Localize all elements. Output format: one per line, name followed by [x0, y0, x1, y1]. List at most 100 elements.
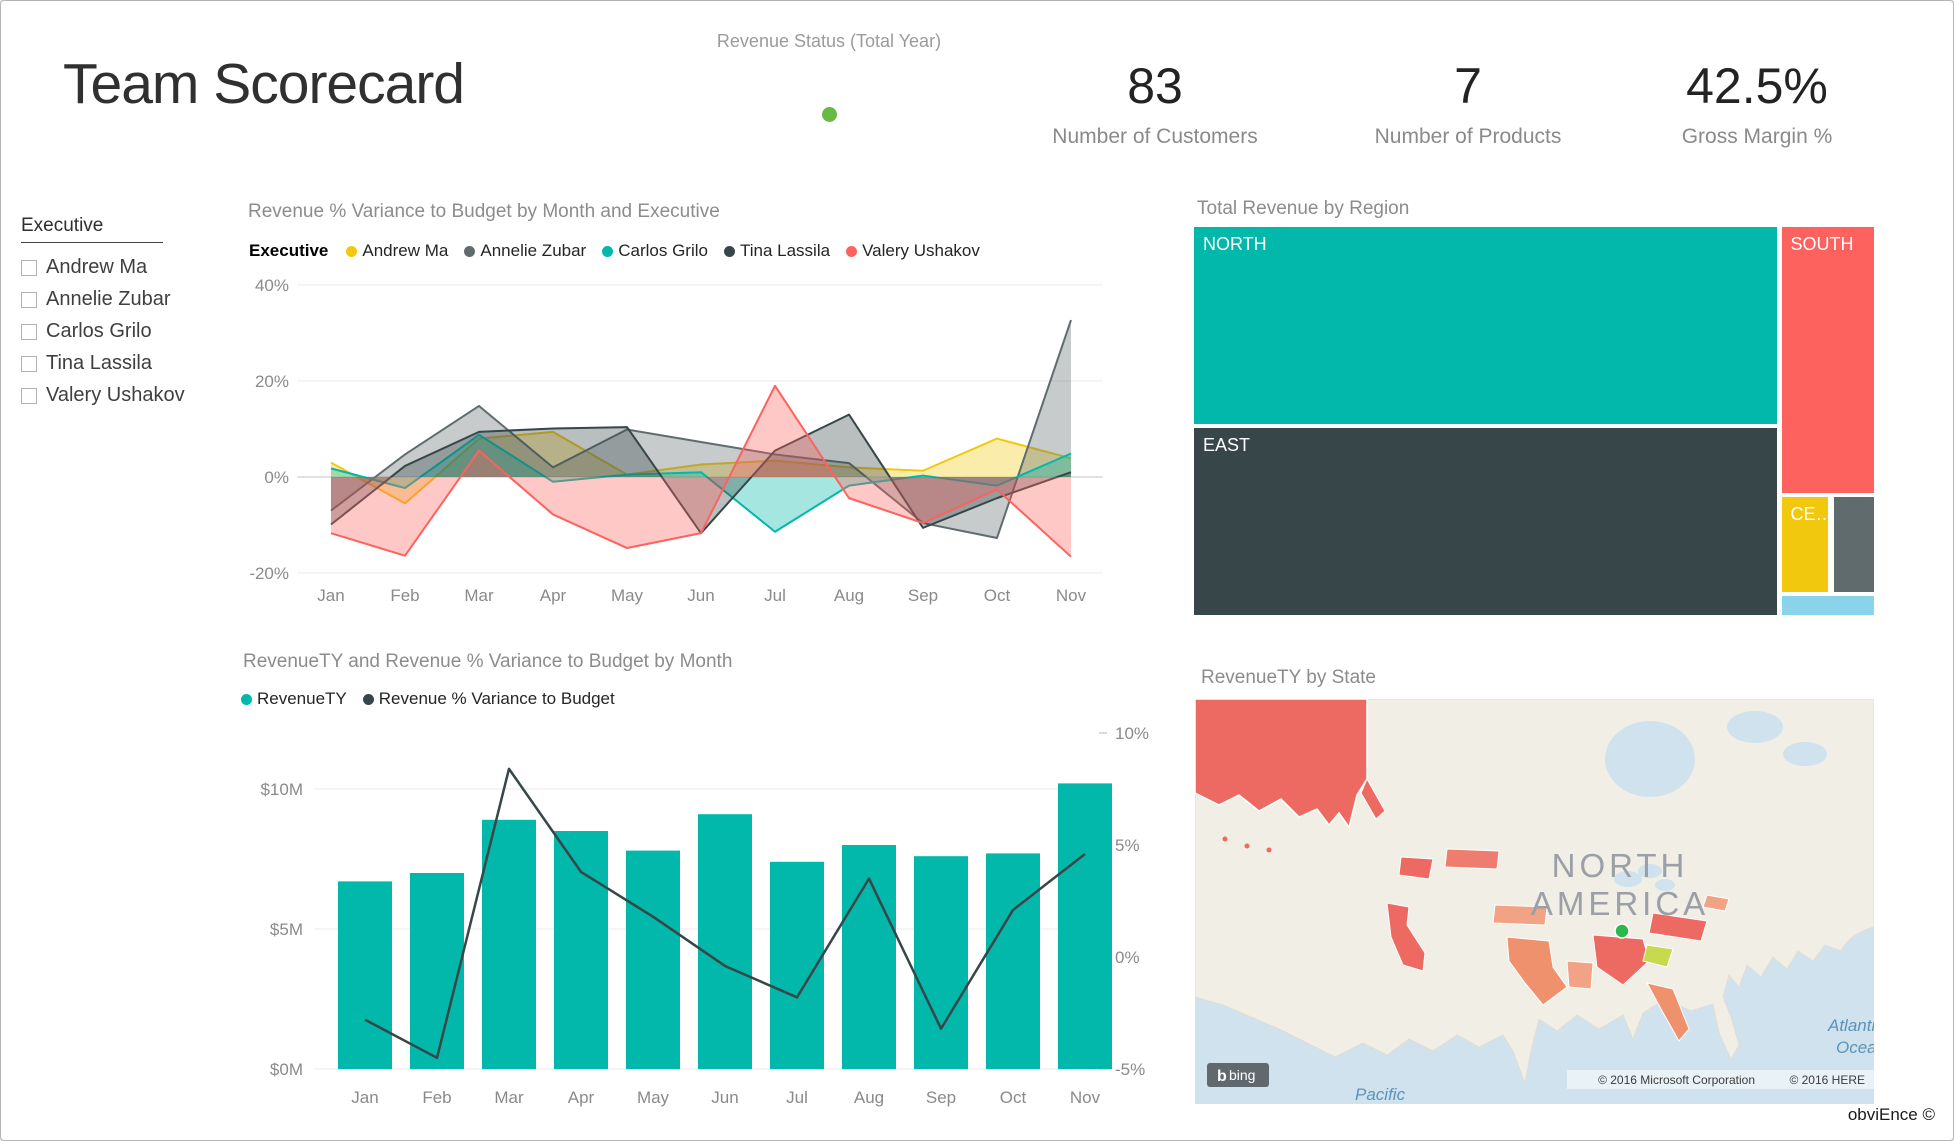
variance-line-andrew-ma[interactable] [330, 430, 1072, 505]
variance-line-annelie-zubar[interactable] [330, 319, 1072, 539]
checkbox-icon[interactable] [21, 259, 37, 276]
svg-text:Apr: Apr [568, 1088, 595, 1107]
treemap-node-small-5[interactable] [1781, 595, 1874, 615]
slicer-item-label: Tina Lassila [46, 352, 152, 374]
revenue-bar-apr[interactable] [554, 831, 608, 1069]
map-state-southeast[interactable] [1592, 934, 1650, 986]
map-state-washington[interactable] [1398, 856, 1434, 880]
revenue-bars[interactable] [338, 783, 1112, 1069]
legend-item-label: Andrew Ma [362, 241, 449, 260]
map-state-california[interactable] [1386, 902, 1426, 972]
state-map[interactable]: NORTH AMERICA Atlantic Ocean Pacific b b… [1195, 699, 1874, 1104]
slicer-item-label: Andrew Ma [46, 256, 148, 278]
map-copyright-here: © 2016 HERE [1789, 1073, 1865, 1087]
region-treemap: NORTH EAST SOUTH CE… [1194, 227, 1874, 615]
svg-text:10%: 10% [1115, 724, 1149, 743]
variance-line-valery-ushakov[interactable] [330, 384, 1072, 558]
revenue-bar-mar[interactable] [482, 819, 536, 1069]
map-water-channel [1727, 711, 1783, 743]
map-label-atlantic-2: Ocean [1836, 1038, 1874, 1057]
map-label-pacific: Pacific [1355, 1085, 1406, 1104]
slicer-item-valery-ushakov[interactable]: Valery Ushakov [21, 384, 231, 407]
legend-color-dot [602, 245, 614, 257]
map-point-green[interactable] [1614, 923, 1630, 939]
map-state-florida[interactable] [1646, 982, 1690, 1042]
legend-item-label: Carlos Grilo [618, 241, 708, 260]
slicer-item-tina-lassila[interactable]: Tina Lassila [21, 352, 231, 375]
legend-color-dot [464, 245, 476, 257]
slicer-item-andrew-ma[interactable]: Andrew Ma [21, 256, 231, 279]
revenue-bar-jan[interactable] [338, 881, 392, 1069]
checkbox-icon[interactable] [21, 291, 37, 308]
revenue-bar-may[interactable] [626, 850, 680, 1069]
treemap-node-south[interactable]: SOUTH [1781, 227, 1874, 494]
treemap-node-small-4[interactable] [1833, 497, 1874, 592]
y-axis-grid: 40% 20% 0% -20% [249, 276, 1103, 583]
treemap-node-east[interactable]: EAST [1194, 427, 1778, 615]
revenue-bar-feb[interactable] [410, 873, 464, 1069]
revenue-bar-oct[interactable] [986, 853, 1040, 1069]
map-state-alaska-panhandle[interactable] [1360, 777, 1386, 820]
kpi-number-of-customers: 83 Number of Customers [995, 57, 1315, 149]
kpi-number-of-products: 7 Number of Products [1308, 57, 1628, 149]
slicer-item-carlos-grilo[interactable]: Carlos Grilo [21, 320, 231, 343]
map-state-louisiana[interactable] [1566, 960, 1594, 990]
variance-area-andrew-ma[interactable] [331, 431, 1071, 504]
legend-item-label: Valery Ushakov [862, 241, 980, 260]
variance-line-carlos-grilo[interactable] [330, 433, 1072, 533]
legend-color-dot [362, 693, 374, 705]
svg-text:Feb: Feb [422, 1088, 451, 1107]
legend-item-variance-to-budget[interactable]: Revenue % Variance to Budget [362, 689, 615, 709]
legend-item-tina-lassila[interactable]: Tina Lassila [723, 241, 830, 261]
svg-text:Aug: Aug [854, 1088, 884, 1107]
map-state-montana[interactable] [1444, 848, 1500, 870]
svg-text:Sep: Sep [926, 1088, 956, 1107]
slicer-item-annelie-zubar[interactable]: Annelie Zubar [21, 288, 231, 311]
revenue-status-indicator [822, 107, 837, 122]
map-state-texas[interactable] [1506, 936, 1568, 1006]
map-state-alaska[interactable] [1195, 699, 1368, 829]
map-attribution-bg [1567, 1070, 1874, 1089]
checkbox-icon[interactable] [21, 355, 37, 372]
map-state-kansas[interactable] [1492, 904, 1548, 926]
executive-slicer: Executive Andrew Ma Annelie Zubar Carlos… [21, 215, 231, 416]
kpi-value: 83 [1127, 58, 1183, 114]
revenue-bar-jun[interactable] [698, 814, 752, 1069]
revenue-bar-sep[interactable] [914, 856, 968, 1069]
revenue-bar-nov[interactable] [1058, 783, 1112, 1069]
x-axis-labels: Jan Feb Mar Apr May Jun Jul Aug Sep Oct Nov [317, 586, 1086, 605]
map-state-carolina[interactable] [1642, 944, 1674, 968]
treemap-node-ce-[interactable]: CE… [1781, 497, 1834, 592]
svg-text:20%: 20% [255, 372, 289, 391]
variance-to-budget-line[interactable] [364, 767, 1086, 1060]
treemap-node-label: SOUTH [1790, 234, 1854, 254]
combo-chart[interactable]: $10M $5M $0M 10% 5% 0% -5% Jan Feb Mar Apr May Jun Ju… [245, 717, 1195, 1117]
map-great-lake [1638, 864, 1662, 878]
legend-item-label: Revenue % Variance to Budget [378, 689, 615, 708]
svg-text:Jun: Jun [687, 586, 714, 605]
revenue-bar-aug[interactable] [842, 845, 896, 1069]
checkbox-icon[interactable] [21, 387, 37, 404]
legend-item-revenuety[interactable]: RevenueTY [241, 689, 347, 709]
legend-item-valery-ushakov[interactable]: Valery Ushakov [846, 241, 980, 261]
treemap-node-north[interactable]: NORTH [1194, 227, 1778, 425]
map-copyright-microsoft: © 2016 Microsoft Corporation [1598, 1073, 1755, 1087]
checkbox-icon[interactable] [21, 323, 37, 340]
map-state-virginia[interactable] [1648, 912, 1708, 942]
legend-item-andrew-ma[interactable]: Andrew Ma [346, 241, 448, 261]
legend-item-carlos-grilo[interactable]: Carlos Grilo [602, 241, 708, 261]
map-state-northeast[interactable] [1702, 894, 1730, 912]
kpi-label: Gross Margin % [1681, 125, 1833, 148]
treemap-node-label: CE… [1790, 504, 1834, 525]
svg-text:0%: 0% [264, 468, 289, 487]
legend-item-annelie-zubar[interactable]: Annelie Zubar [464, 241, 586, 261]
variance-area-tina-lassila[interactable] [331, 414, 1071, 534]
series[interactable] [330, 319, 1072, 558]
variance-area-valery-ushakov[interactable] [331, 385, 1071, 557]
variance-area-annelie-zubar[interactable] [331, 320, 1071, 538]
variance-line[interactable] [364, 767, 1086, 1060]
svg-text:Feb: Feb [390, 586, 419, 605]
bing-logo[interactable]: b bing [1207, 1063, 1269, 1087]
variance-chart[interactable]: 40% 20% 0% -20% Jan Feb Mar Apr May Jun Jul Aug Sep O… [245, 267, 1125, 612]
svg-text:$5M: $5M [270, 920, 303, 939]
